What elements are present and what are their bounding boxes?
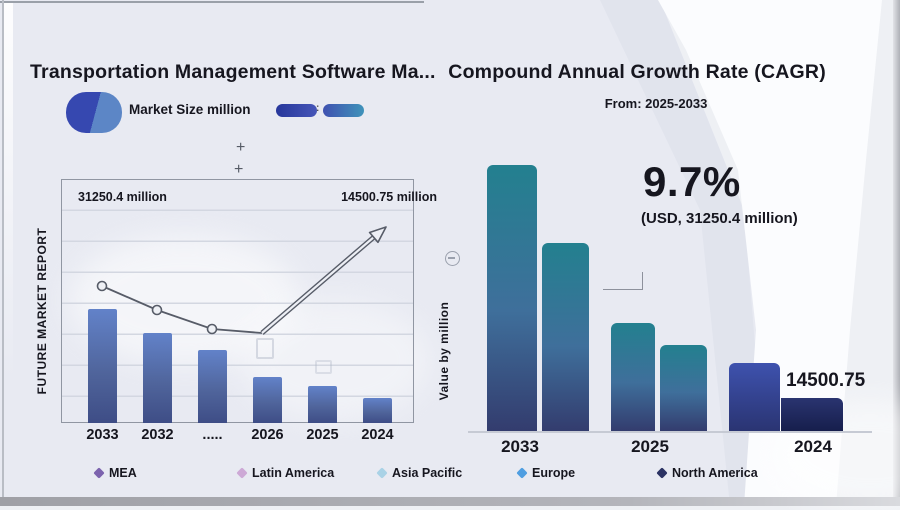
left-chart-y-axis-title: FUTURE MARKET REPORT xyxy=(35,227,49,395)
market-size-icon xyxy=(66,92,122,133)
legend-item: Europe xyxy=(516,465,576,481)
title-left: Transportation Management Software Ma... xyxy=(30,61,436,83)
left-chart-bar xyxy=(88,309,117,423)
step-bracket-decoration xyxy=(603,272,643,290)
date-range-subtitle: From: 2025-2033 xyxy=(604,96,708,111)
market-size-label: Market Size million xyxy=(129,102,251,117)
legend-item: Latin America xyxy=(236,465,335,481)
legend-marker-icon xyxy=(656,467,668,479)
left-chart-x-label: 2026 xyxy=(251,427,284,443)
legend-item: MEA xyxy=(93,465,137,481)
right-chart-bar-secondary xyxy=(781,398,843,431)
left-chart-bar xyxy=(308,386,337,423)
left-chart-bar xyxy=(363,398,392,423)
right-chart-bar-primary xyxy=(729,363,780,431)
legend-marker-icon xyxy=(93,467,105,479)
left-chart-x-label: 2033 xyxy=(86,427,119,443)
legend-marker-icon xyxy=(516,467,528,479)
legend-marker-icon xyxy=(236,467,248,479)
window-left-margin xyxy=(4,3,13,383)
left-chart-end-value: 14500.75 million xyxy=(341,190,437,204)
right-chart-x-label: 2025 xyxy=(631,437,669,456)
minus-icon[interactable] xyxy=(445,251,460,266)
ghost-clipboard-icon xyxy=(256,338,274,359)
right-chart-bar-primary xyxy=(487,165,537,431)
cagr-basis: (USD, 31250.4 million) xyxy=(641,210,798,227)
toggle-separator: : xyxy=(316,103,320,114)
legend-label: Asia Pacific xyxy=(392,466,463,480)
left-chart-x-label: 2032 xyxy=(141,427,174,443)
left-chart-x-label: 2024 xyxy=(361,427,394,443)
left-chart-start-value: 31250.4 million xyxy=(78,190,167,204)
legend-item: North America xyxy=(656,465,758,481)
value-by-million-axis-title: Value by million xyxy=(437,301,451,401)
left-chart-bar xyxy=(143,333,172,423)
plus-icon[interactable]: + xyxy=(234,161,244,178)
window-left-border xyxy=(2,0,4,498)
window-top-border xyxy=(0,1,424,3)
toggle-pill-right[interactable] xyxy=(323,104,364,117)
window-right-edge xyxy=(893,0,900,506)
footer-strip xyxy=(0,497,900,506)
right-chart-x-label: 2024 xyxy=(794,437,832,456)
right-chart-bar-secondary xyxy=(542,243,589,431)
value-label-2024: 14500.75 xyxy=(786,370,866,391)
legend-item: Asia Pacific xyxy=(376,465,463,481)
legend-label: North America xyxy=(672,466,758,480)
legend-marker-icon xyxy=(376,467,388,479)
right-chart-bar-secondary xyxy=(660,345,707,431)
legend-label: Europe xyxy=(532,466,576,480)
page-title: Transportation Management Software Ma...… xyxy=(30,61,826,84)
cagr-value: 9.7% xyxy=(643,158,741,205)
toggle-pill-left[interactable] xyxy=(276,104,317,117)
left-chart-x-label: ..... xyxy=(202,427,223,443)
right-chart-x-label: 2033 xyxy=(501,437,539,456)
left-chart-bar xyxy=(253,377,282,423)
right-chart-baseline xyxy=(468,431,872,433)
plus-icon[interactable]: + xyxy=(236,139,246,156)
left-chart-bar xyxy=(198,350,227,423)
ghost-chart-icon xyxy=(315,360,332,374)
legend-label: MEA xyxy=(109,466,137,480)
legend-label: Latin America xyxy=(252,466,335,480)
title-right: Compound Annual Growth Rate (CAGR) xyxy=(448,61,826,83)
right-chart-bar-primary xyxy=(611,323,655,431)
left-chart-x-label: 2025 xyxy=(306,427,339,443)
